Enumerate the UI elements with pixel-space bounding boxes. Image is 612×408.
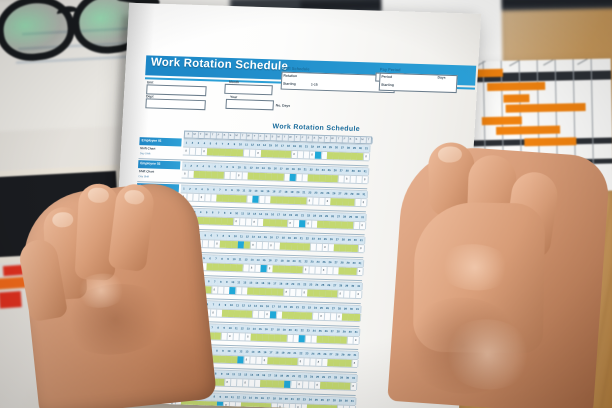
fingernail — [123, 189, 146, 206]
employee-name-bar[interactable]: Employee 01 — [139, 137, 182, 146]
gantt-bar — [524, 137, 577, 147]
employee-shift-label: Day Shift — [138, 175, 150, 179]
shift-label-rotation: Rotation — [283, 73, 298, 79]
fingernail — [51, 211, 74, 228]
right-hand — [387, 141, 611, 408]
shift-cell[interactable]: 8 — [351, 359, 359, 368]
employee-role-label: Shift Chart — [139, 146, 156, 151]
shift-cell[interactable]: 8 — [349, 382, 358, 391]
shift-label-starting: Starting — [282, 81, 296, 87]
employee-name-label: Employee 01 — [141, 137, 162, 143]
employee-name-bar[interactable]: Employee 02 — [138, 160, 181, 169]
work-day-cell[interactable] — [353, 313, 362, 322]
left-hand — [16, 179, 218, 408]
gantt-bar — [487, 81, 546, 92]
shift-cell[interactable]: 8 — [358, 222, 367, 230]
field-input-year[interactable] — [225, 98, 274, 111]
shift-cell[interactable]: 8 — [362, 153, 371, 161]
pay-label-period: Period — [381, 74, 393, 80]
gantt-bar — [481, 116, 522, 126]
shift-cell[interactable]: 8 — [356, 267, 364, 276]
field-label-no-days: No. Days — [275, 103, 291, 108]
fingernail — [87, 187, 110, 204]
employee-role-label: Shift Chart — [138, 169, 155, 174]
shift-cell[interactable]: 8 — [357, 245, 366, 253]
shift-cell[interactable]: 8 — [360, 199, 368, 207]
date-header-cell: T — [364, 137, 374, 144]
field-input-month[interactable] — [224, 83, 273, 96]
gantt-bar — [496, 125, 561, 135]
red-bar — [0, 291, 22, 309]
form-subtitle: Work Rotation Schedule — [272, 123, 361, 134]
pay-period-title: Pay Period — [379, 66, 401, 73]
pay-days-label: Days — [437, 75, 446, 80]
employee-name-label: Employee 02 — [140, 160, 161, 166]
shift-cell[interactable]: 8 — [355, 290, 363, 299]
pay-label-starting: Starting — [380, 82, 394, 88]
field-input-unit[interactable] — [146, 84, 207, 97]
gantt-tick — [543, 58, 555, 66]
gantt-tick — [577, 58, 589, 65]
employee-shift-label: Day Shift — [139, 152, 151, 156]
gantt-bar — [505, 103, 586, 113]
shift-cell[interactable]: 8 — [352, 336, 360, 345]
shift-value-starting: 1-15 — [310, 82, 318, 87]
fingernail — [437, 146, 463, 163]
gantt-bar — [503, 94, 530, 103]
field-input-dept[interactable] — [145, 98, 206, 111]
shift-cell[interactable]: 8 — [361, 176, 369, 184]
shift-schedule-title: Shift Schedule — [281, 65, 310, 72]
